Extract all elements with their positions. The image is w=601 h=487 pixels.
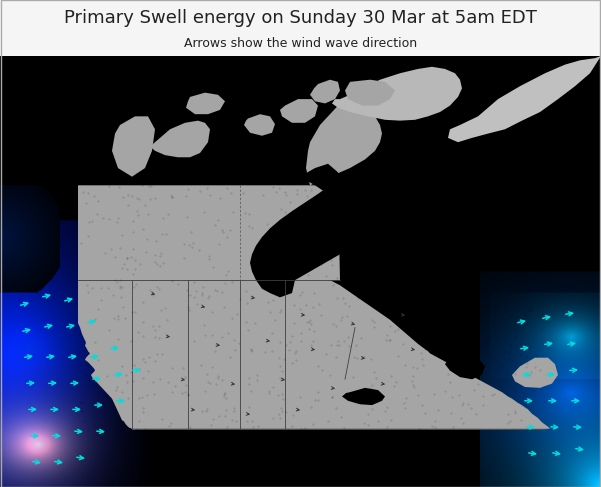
Polygon shape — [244, 114, 275, 136]
Polygon shape — [342, 388, 385, 405]
Polygon shape — [445, 354, 485, 379]
Polygon shape — [150, 121, 210, 157]
Polygon shape — [310, 80, 340, 103]
Polygon shape — [345, 80, 395, 106]
Polygon shape — [332, 67, 462, 121]
Polygon shape — [280, 99, 318, 123]
Polygon shape — [448, 56, 601, 142]
Polygon shape — [306, 95, 382, 185]
Polygon shape — [186, 93, 225, 114]
Polygon shape — [78, 185, 340, 280]
Polygon shape — [112, 116, 155, 177]
Polygon shape — [78, 280, 550, 429]
Polygon shape — [295, 164, 342, 194]
Polygon shape — [480, 405, 512, 428]
Text: Arrows show the wind wave direction: Arrows show the wind wave direction — [184, 37, 417, 50]
Polygon shape — [512, 357, 558, 388]
Polygon shape — [250, 185, 368, 298]
Text: Primary Swell energy on Sunday 30 Mar at 5am EDT: Primary Swell energy on Sunday 30 Mar at… — [64, 9, 537, 27]
